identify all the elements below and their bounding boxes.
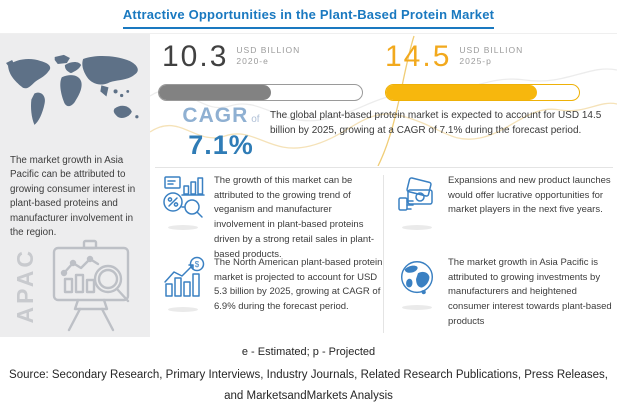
footer: e - Estimated; p - Projected Source: Sec… <box>0 346 617 408</box>
info-box-north-america: $ The North American plant-based protein… <box>158 256 384 315</box>
current-progress-bar <box>158 84 363 101</box>
globe-icon <box>400 261 434 295</box>
info-box-3-text: The North American plant-based protein m… <box>214 257 383 313</box>
cash-hand-icon <box>398 177 433 211</box>
source-note: Source: Secondary Research, Primary Inte… <box>9 369 608 403</box>
svg-text:$: $ <box>195 260 200 269</box>
market-size-projected: 14.5 USD BILLION 2025-p <box>385 42 523 72</box>
market-growth-analysis-icon <box>163 176 205 218</box>
presentation-chart-magnifier-icon <box>52 239 130 332</box>
title-wrap: Attractive Opportunities in the Plant-Ba… <box>0 6 617 29</box>
icon-shadow <box>168 307 198 312</box>
info-box-4-icon-col <box>392 256 442 330</box>
cagr-block: CAGR of 7.1% <box>166 104 276 161</box>
world-map-icon <box>6 54 139 125</box>
icon-shadow <box>402 225 432 230</box>
info-box-apac-investments: The market growth in Asia Pacific is att… <box>392 256 614 330</box>
info-box-2-text: Expansions and new product launches woul… <box>448 175 611 216</box>
market-summary-text: The global plant-based protein market is… <box>270 110 602 136</box>
estimate-legend: e - Estimated; p - Projected <box>241 346 376 358</box>
cagr-of-label: of <box>251 114 260 125</box>
info-box-veganism-trend: The growth of this market can be attribu… <box>158 174 380 262</box>
projected-year-label: 2025-p <box>459 56 492 67</box>
projected-unit: USD BILLION 2025-p <box>459 45 523 68</box>
page-title: Attractive Opportunities in the Plant-Ba… <box>122 7 495 29</box>
info-box-1-icon-col <box>158 174 208 262</box>
apac-sidebar: The market growth in Asia Pacific can be… <box>0 34 150 337</box>
current-year-label: 2020-e <box>236 56 269 67</box>
info-box-2-icon-col <box>392 174 442 230</box>
apac-label: APAC <box>12 247 38 323</box>
cagr-value: 7.1% <box>188 130 254 160</box>
horizontal-divider <box>155 167 613 168</box>
cagr-label: CAGR <box>182 104 249 127</box>
content-top-divider <box>0 33 617 34</box>
info-box-3-icon-col: $ <box>158 256 208 315</box>
projected-value: 14.5 <box>385 40 452 73</box>
current-unit-label: USD BILLION <box>236 45 301 55</box>
bar-chart-dollar-icon: $ <box>164 256 205 297</box>
projected-unit-label: USD BILLION <box>459 45 524 55</box>
info-box-4-text: The market growth in Asia Pacific is att… <box>448 257 612 327</box>
main-panel: 10.3 USD BILLION 2020-e 14.5 USD BILLION… <box>150 34 617 337</box>
apac-highlight-text: The market growth in Asia Pacific can be… <box>10 155 136 239</box>
icon-shadow <box>402 305 432 310</box>
projected-progress-fill <box>386 85 537 100</box>
market-size-current: 10.3 USD BILLION 2020-e <box>162 42 300 72</box>
current-progress-fill <box>159 85 271 100</box>
current-value: 10.3 <box>162 40 229 73</box>
current-unit: USD BILLION 2020-e <box>236 45 300 68</box>
info-box-1-text: The growth of this market can be attribu… <box>214 175 374 260</box>
info-box-expansions: Expansions and new product launches woul… <box>392 174 612 230</box>
vertical-divider <box>383 175 384 333</box>
projected-progress-bar <box>385 84 580 101</box>
icon-shadow <box>168 225 198 230</box>
